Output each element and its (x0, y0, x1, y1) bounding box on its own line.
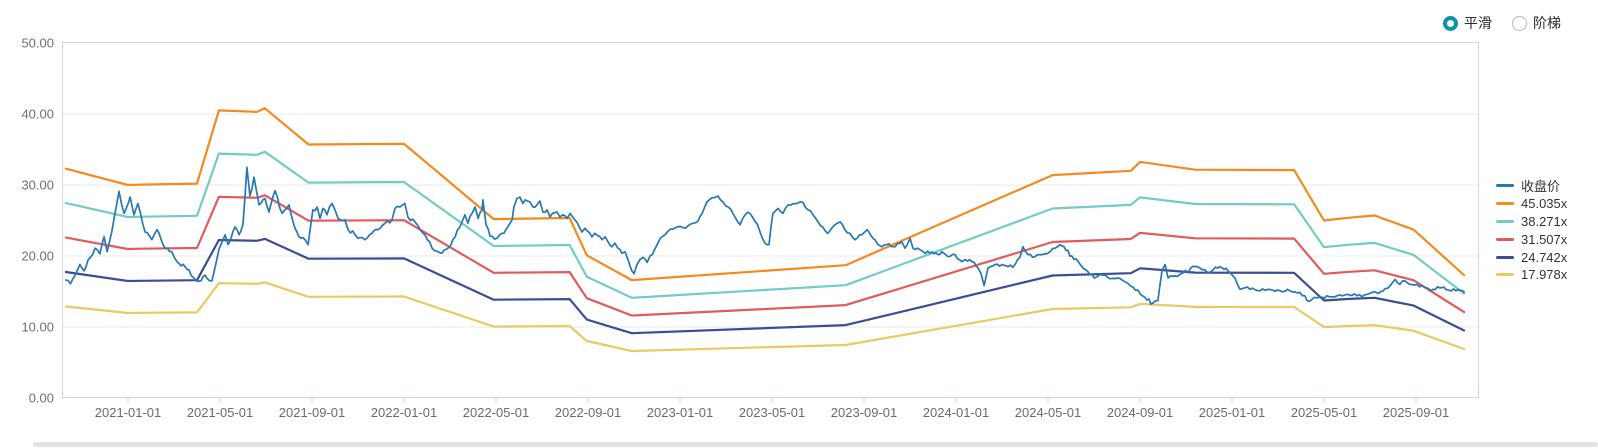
legend-label: 17.978x (1521, 267, 1568, 283)
close-price-line[interactable] (65, 166, 1465, 306)
legend-swatch (1496, 255, 1514, 259)
band-line-24.742x[interactable] (64, 237, 1466, 335)
legend-label: 收盘价 (1521, 179, 1561, 195)
y-axis-label: 20.00 (21, 249, 54, 264)
x-axis-label: 2025-01-01 (1199, 405, 1266, 420)
legend-label: 31.507x (1521, 231, 1568, 247)
legend-swatch (1496, 184, 1514, 188)
plot-border (62, 42, 1479, 398)
x-axis-label: 2023-09-01 (831, 405, 898, 420)
legend-item-45.035x[interactable]: 45.035x (1496, 195, 1567, 213)
x-axis-label: 2021-09-01 (279, 405, 346, 420)
horizontal-scrollbar[interactable] (33, 442, 1598, 447)
legend-swatch (1496, 237, 1514, 241)
y-axis-label: 50.00 (21, 36, 54, 51)
legend-item-收盘价[interactable]: 收盘价 (1496, 177, 1567, 195)
y-axis-label: 30.00 (21, 178, 54, 193)
legend-label: 38.271x (1521, 213, 1568, 229)
y-axis-label: 40.00 (21, 107, 54, 122)
band-line-17.978x[interactable] (64, 281, 1466, 353)
legend-label: 45.035x (1521, 196, 1568, 212)
x-axis-label: 2024-09-01 (1107, 405, 1174, 420)
legend-item-38.271x[interactable]: 38.271x (1496, 213, 1567, 231)
x-axis-label: 2021-05-01 (187, 405, 254, 420)
radio-option-label: 平滑 (1464, 15, 1492, 31)
x-axis: 2021-01-01 2021-05-01 2021-09-01 2022-01-01… (95, 398, 1450, 420)
grid-lines (62, 113, 1478, 328)
legend-swatch (1496, 273, 1514, 277)
pe-band-lines (64, 107, 1466, 353)
legend-item-17.978x[interactable]: 17.978x (1496, 266, 1567, 284)
band-line-38.271x[interactable] (64, 150, 1466, 299)
band-line-45.035x[interactable] (64, 107, 1466, 282)
y-axis: 0.00 10.00 20.00 30.00 40.00 50.00 (21, 36, 54, 406)
x-axis-label: 2023-01-01 (647, 405, 714, 420)
x-axis-label: 2024-05-01 (1015, 405, 1082, 420)
legend-item-31.507x[interactable]: 31.507x (1496, 230, 1567, 248)
x-axis-label: 2022-05-01 (463, 405, 530, 420)
x-axis-label: 2021-01-01 (95, 405, 162, 420)
y-axis-label: 10.00 (21, 320, 54, 335)
x-axis-label: 2022-09-01 (555, 405, 622, 420)
radio-unselected-icon[interactable] (1512, 15, 1527, 31)
x-axis-label: 2025-05-01 (1291, 405, 1358, 420)
smoothing-mode-controls: 平滑 阶梯 (1443, 13, 1561, 33)
chart-legend: 收盘价 45.035x 38.271x 31.507x 24.742x 17.978x (1496, 177, 1567, 284)
x-axis-label: 2024-01-01 (923, 405, 990, 420)
legend-label: 24.742x (1521, 249, 1568, 265)
x-axis-label: 2022-01-01 (371, 405, 438, 420)
radio-option-label: 阶梯 (1533, 15, 1561, 31)
x-axis-label: 2025-09-01 (1383, 405, 1450, 420)
legend-swatch (1496, 219, 1514, 223)
legend-item-24.742x[interactable]: 24.742x (1496, 248, 1567, 266)
radio-option-阶梯[interactable]: 阶梯 (1512, 13, 1561, 33)
radio-option-平滑[interactable]: 平滑 (1443, 13, 1492, 33)
legend-swatch (1496, 202, 1514, 206)
band-line-31.507x[interactable] (64, 194, 1466, 317)
x-axis-label: 2023-05-01 (739, 405, 806, 420)
y-axis-label: 0.00 (29, 391, 54, 406)
radio-selected-icon[interactable] (1443, 15, 1458, 31)
